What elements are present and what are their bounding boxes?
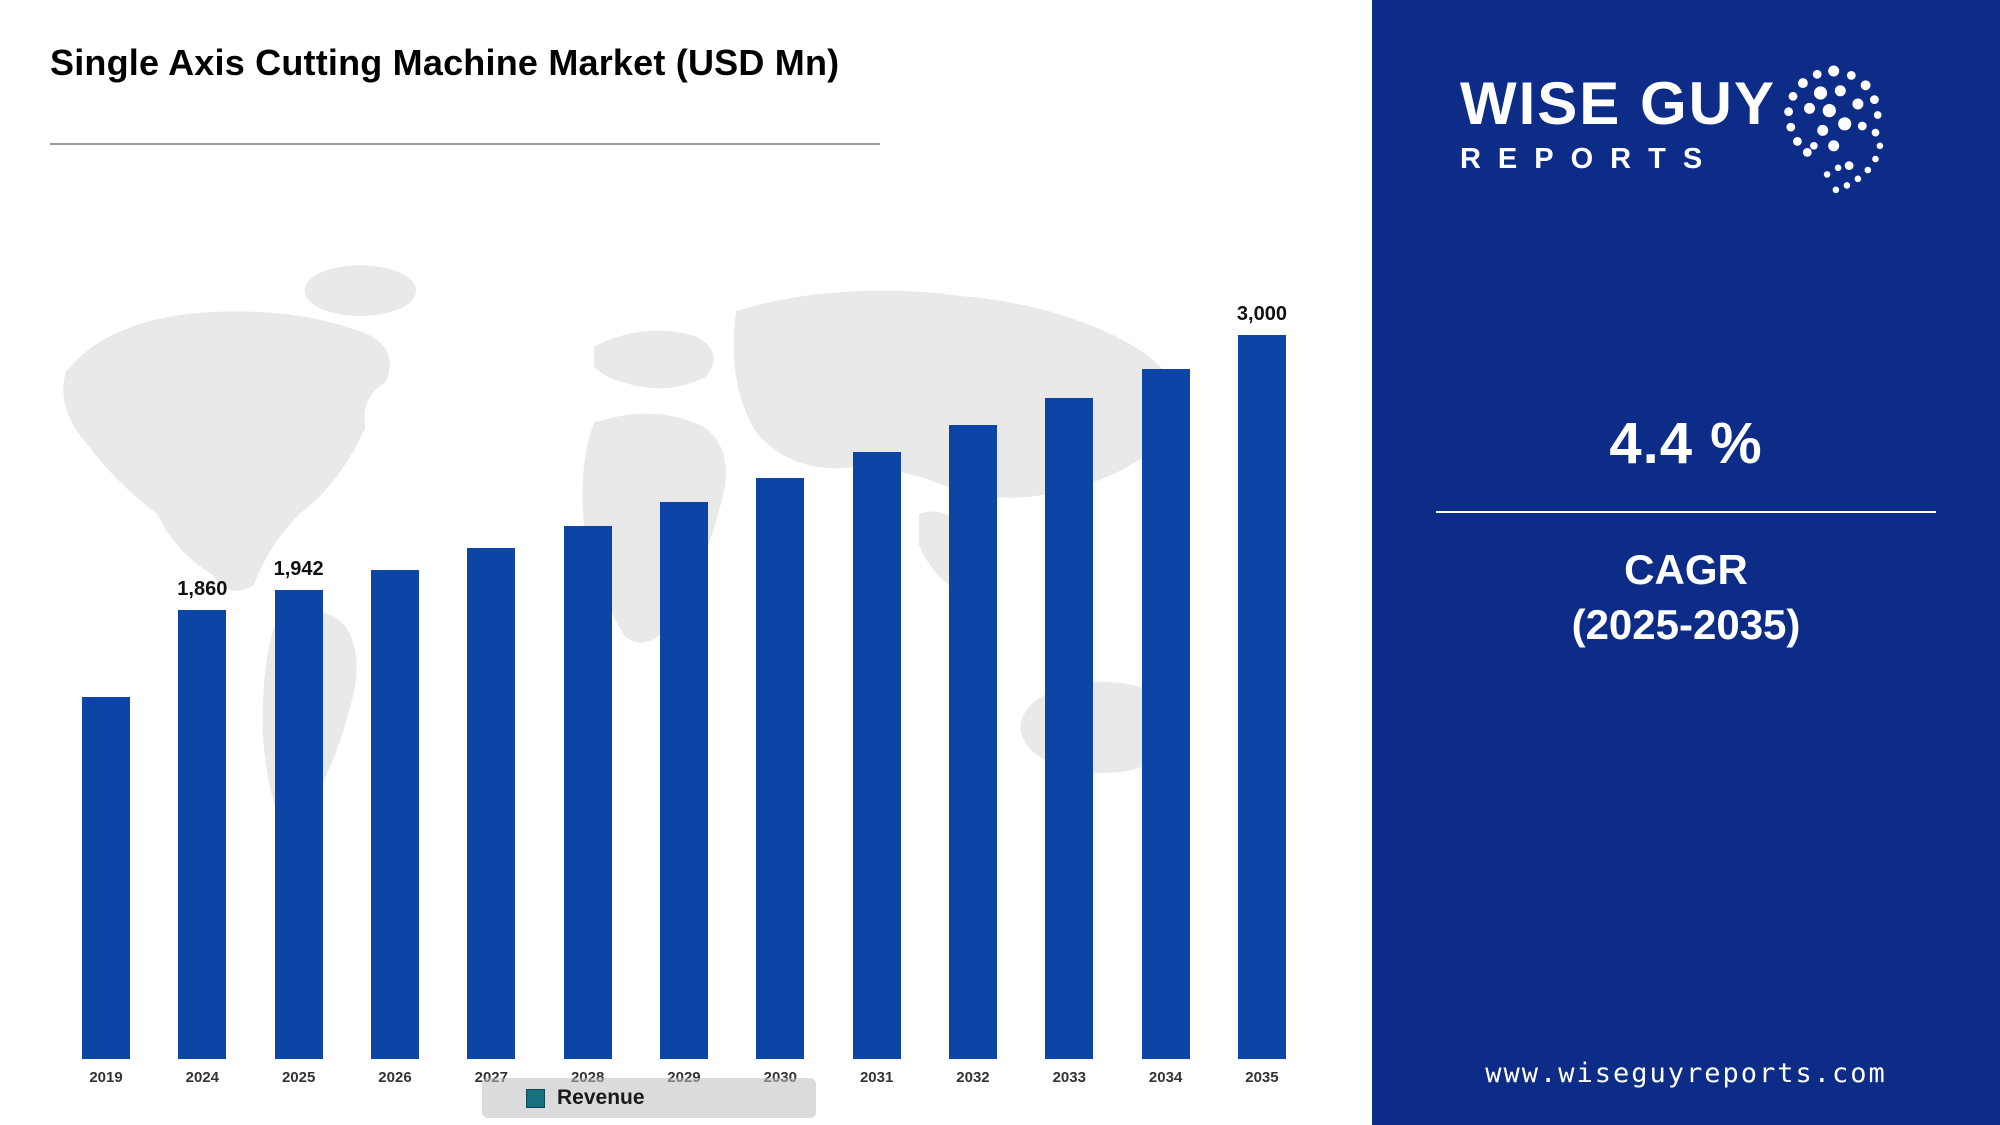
bar-column-2025: 1,942 2025 (271, 558, 327, 1095)
bar-2030 (756, 478, 805, 1059)
bar-2019 (82, 697, 130, 1059)
title-underline (50, 143, 880, 145)
bars: 2019 1,860 2024 1,942 2025 2026 2027 2028 2029 20… (78, 300, 1290, 1095)
bar-column-2031: 2031 (849, 420, 905, 1095)
x-axis-label-2026: 2026 (378, 1068, 412, 1086)
legend-swatch-revenue (526, 1088, 545, 1108)
bar-2027 (467, 548, 516, 1059)
x-axis-label-2034: 2034 (1148, 1068, 1183, 1086)
cagr-divider (1436, 511, 1936, 513)
bar-column-2030: 2030 (752, 446, 808, 1095)
brand-panel: WISE GUY REPORTS (1372, 0, 2000, 1125)
bar-column-2026: 2026 (367, 538, 423, 1095)
x-axis-label-2025: 2025 (281, 1068, 316, 1086)
bar-column-2029: 2029 (656, 470, 712, 1095)
legend: Revenue (482, 1078, 816, 1118)
logo-line1: WISE GUY (1459, 70, 1777, 137)
cagr-label: CAGR (1624, 546, 1748, 593)
x-axis-label-2032: 2032 (956, 1068, 990, 1086)
x-axis-label-2024: 2024 (185, 1068, 220, 1086)
website-url: www.wiseguyreports.com (1485, 1058, 1887, 1089)
cagr-value: 4.4 % (1609, 411, 1763, 476)
bar-column-2033: 2033 (1041, 366, 1097, 1095)
bar-column-2019: 2019 (78, 665, 134, 1095)
wiseguy-head-icon (1784, 65, 1884, 194)
bar-value-label-2024: 1,860 (177, 578, 228, 600)
bar-value-label-2035: 3,000 (1236, 303, 1287, 325)
cagr-range: (2025-2035) (1571, 600, 1801, 648)
bar-column-2035: 3,000 2035 (1234, 303, 1290, 1095)
bar-2035 (1237, 335, 1286, 1059)
bar-2028 (563, 526, 612, 1059)
bar-2029 (659, 502, 708, 1059)
bar-2024 (178, 610, 227, 1059)
bar-column-2032: 2032 (945, 393, 1001, 1095)
bar-value-label-2025: 1,942 (273, 558, 324, 580)
bar-2026 (370, 570, 419, 1059)
x-axis-label-2033: 2033 (1052, 1068, 1086, 1086)
x-axis-label-2019: 2019 (89, 1068, 123, 1086)
bar-2032 (948, 425, 997, 1059)
logo-text: WISE GUY REPORTS (1460, 72, 1776, 176)
bar-column-2028: 2028 (560, 494, 616, 1095)
bar-2031 (852, 452, 901, 1059)
legend-label: Revenue (557, 1086, 645, 1109)
chart-panel: Single Axis Cutting Machine Market (USD … (50, 42, 1290, 1118)
x-axis-label-2035: 2035 (1245, 1068, 1279, 1086)
wiseguy-logo: WISE GUY REPORTS (1460, 65, 1912, 225)
bar-2033 (1045, 398, 1094, 1059)
bar-column-2024: 1,860 2024 (174, 578, 230, 1095)
page-title: Single Axis Cutting Machine Market (USD … (50, 42, 840, 83)
bar-2034 (1141, 369, 1190, 1059)
x-axis-label-2031: 2031 (859, 1068, 894, 1086)
bar-chart: 2019 1,860 2024 1,942 2025 2026 2027 2028 2029 20… (78, 300, 1290, 1095)
cagr-block: 4.4 % CAGR (2025-2035) (1372, 410, 2000, 652)
bar-column-2027: 2027 (463, 516, 519, 1095)
bar-2025 (274, 590, 323, 1059)
logo-line2: REPORTS (1459, 143, 1720, 175)
bar-column-2034: 2034 (1138, 337, 1194, 1095)
